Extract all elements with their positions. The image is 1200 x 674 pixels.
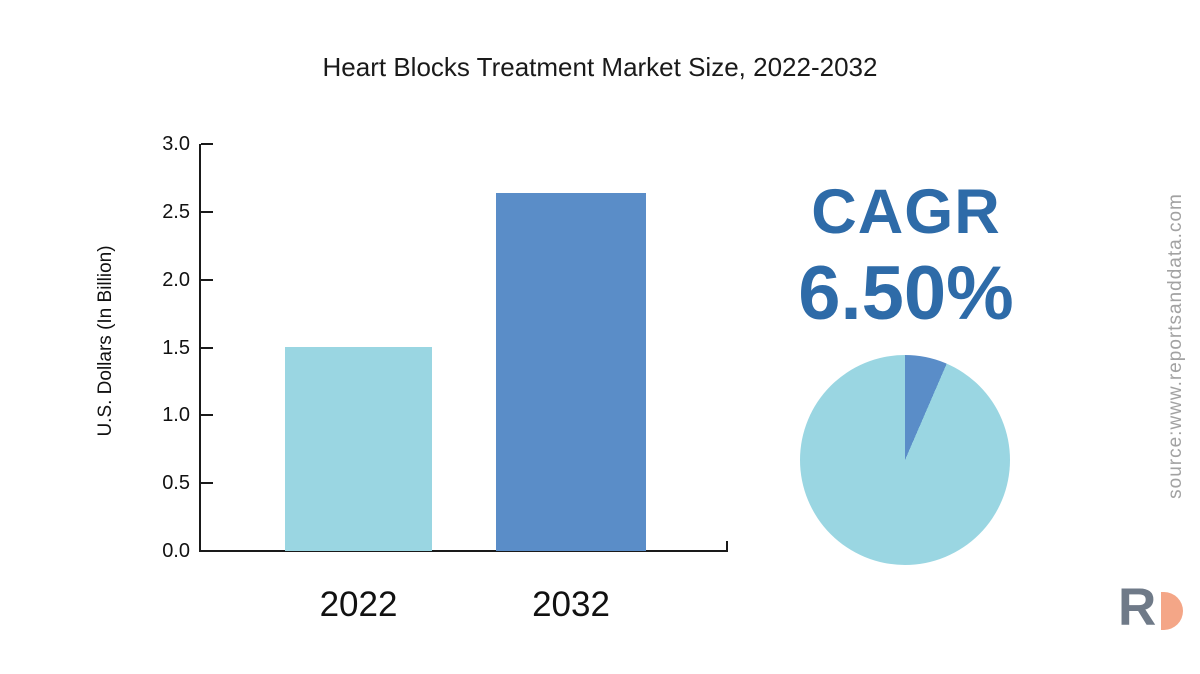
y-tick-mark-2.0: [201, 278, 213, 281]
y-axis-line: [199, 144, 201, 552]
y-tick-label-1.0: 1.0: [162, 404, 190, 427]
x-axis-end-tick: [726, 541, 728, 551]
cagr-label: CAGR: [811, 177, 1001, 247]
x-axis-line: [199, 550, 728, 552]
y-tick-label-2.0: 2.0: [162, 268, 190, 291]
bar-2022: [285, 347, 432, 551]
cagr-pie-chart: [800, 355, 1010, 565]
cagr-value: 6.50%: [798, 251, 1014, 336]
source-watermark: source:www.reportsanddata.com: [1165, 193, 1186, 499]
x-tick-label-2022: 2022: [319, 585, 398, 624]
y-tick-label-3.0: 3.0: [162, 133, 190, 155]
y-tick-label-0.5: 0.5: [162, 472, 190, 495]
y-tick-mark-1.5: [201, 346, 213, 349]
y-tick-mark-1.0: [201, 414, 213, 417]
y-tick-label-2.5: 2.5: [162, 200, 190, 223]
x-tick-label-2032: 2032: [532, 585, 610, 624]
chart-title: Heart Blocks Treatment Market Size, 2022…: [322, 52, 878, 82]
y-tick-mark-0.5: [201, 482, 213, 485]
y-tick-mark-2.5: [201, 210, 213, 213]
y-tick-mark-3.0: [201, 143, 213, 145]
y-tick-label-0.0: 0.0: [162, 540, 190, 562]
y-tick-label-1.5: 1.5: [162, 336, 190, 359]
y-tick-mark-0.0: [201, 550, 213, 552]
logo-letter-r: R: [1118, 578, 1157, 637]
bar-2032: [496, 193, 646, 551]
y-axis-label: U.S. Dollars (In Billion): [95, 245, 116, 437]
logo-d-shape: [1161, 592, 1183, 630]
